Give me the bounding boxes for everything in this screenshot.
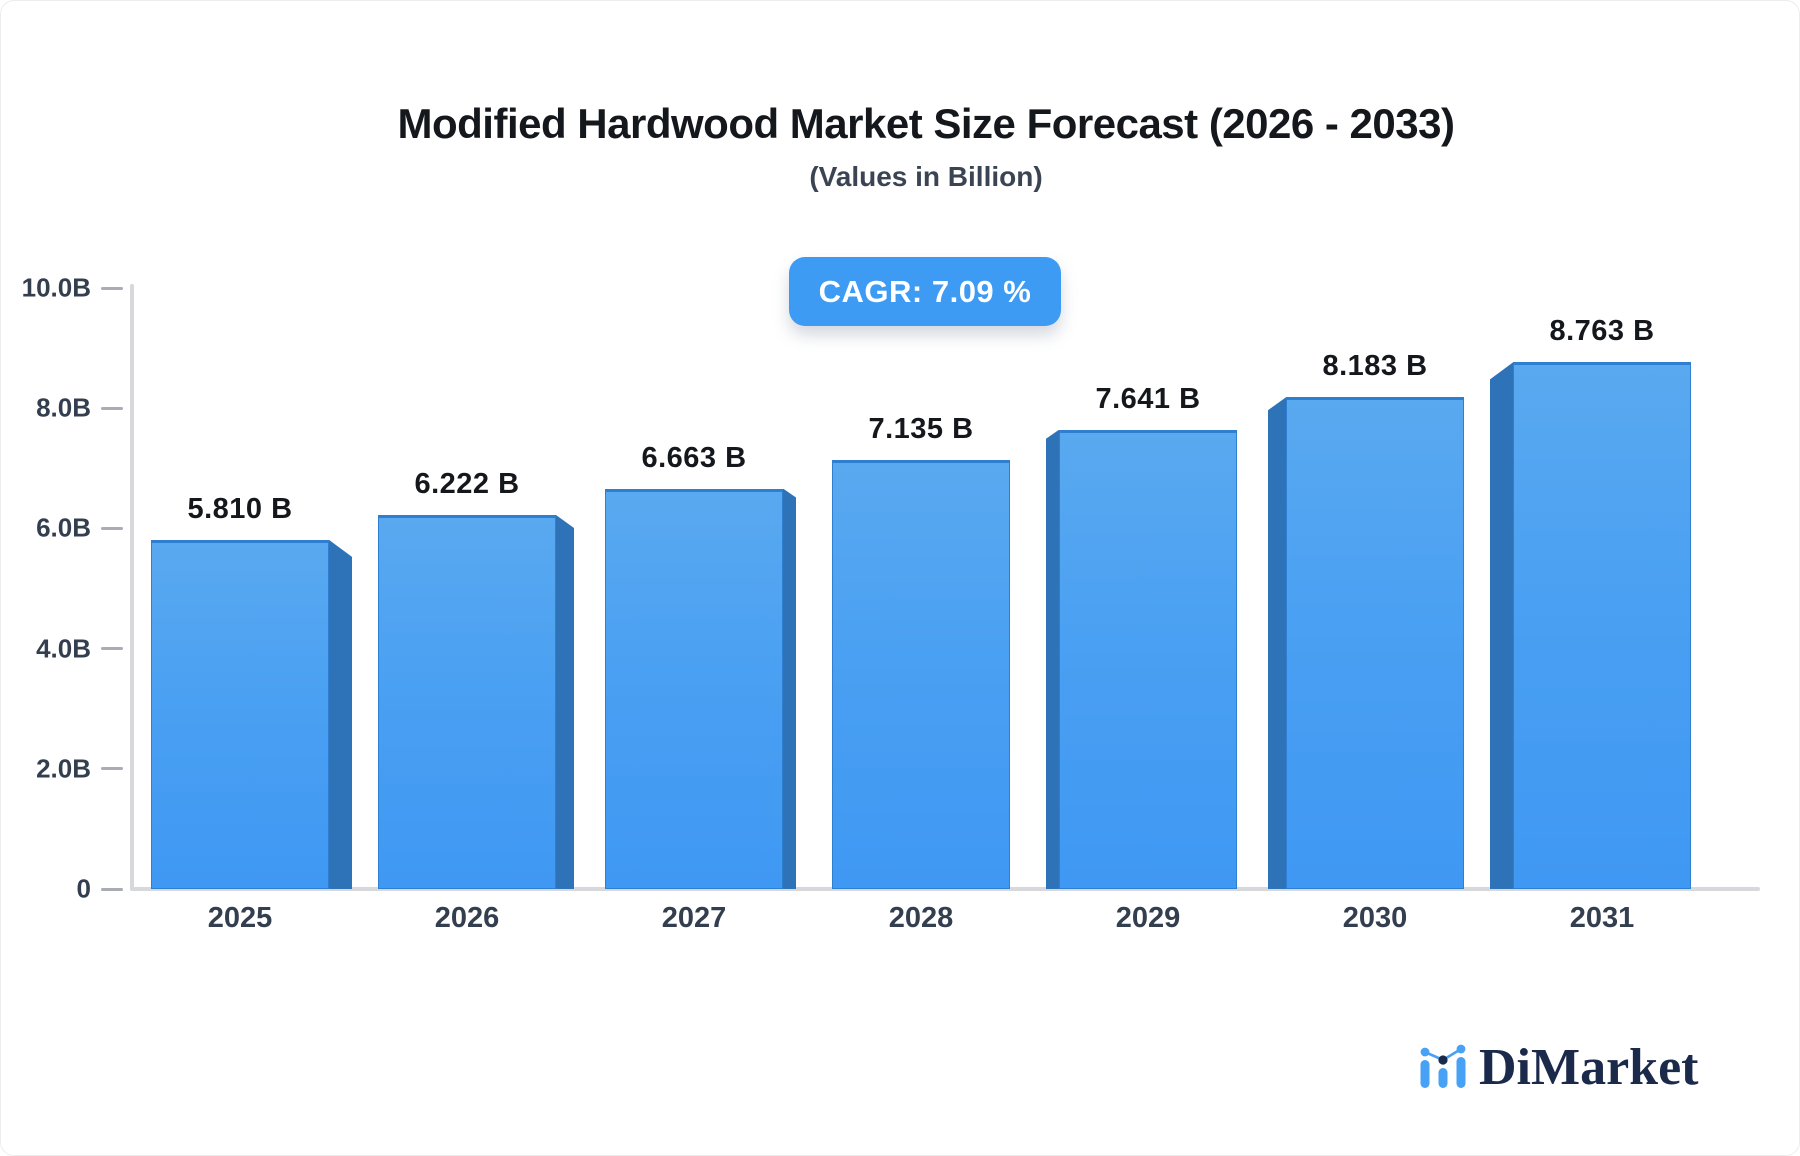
y-tick-label-6.0B: 6.0B [36,512,91,543]
chart-subtitle: (Values in Billion) [809,161,1043,193]
y-axis-line [130,284,134,889]
y-tick-label-10.0B: 10.0B [21,272,91,303]
chart-header: Modified Hardwood Market Size Forecast (… [51,100,1799,193]
bar-2025 [151,539,329,889]
bar-3d-side-2026 [556,515,574,889]
y-tick-mark [101,647,123,651]
bar-3d-side-2025 [329,539,352,889]
brand-logo: DiMarket [1419,1041,1698,1094]
x-axis-label-2030: 2030 [1342,902,1408,934]
bar-2027 [605,488,783,889]
y-tick-label-2.0B: 2.0B [36,753,91,784]
bar-value-label-2027: 6.663 B [641,441,747,474]
bar-2031 [1513,362,1691,889]
page-title: Modified Hardwood Market Size Forecast (… [397,100,1455,147]
bar-3d-side-2029 [1046,429,1059,889]
y-tick-mark [101,406,123,410]
y-tick-mark [101,526,123,530]
brand-name: DiMarket [1479,1039,1699,1096]
cagr-badge: CAGR: 7.09 % [789,257,1061,326]
x-axis-label-2029: 2029 [1115,902,1181,934]
y-tick-mark [101,286,123,290]
bar-2026 [378,515,556,889]
bar-value-label-2025: 5.810 B [187,492,293,525]
bar-3d-side-2027 [783,488,796,889]
y-tick-label-0: 0 [76,873,91,904]
x-axis-label-2028: 2028 [888,902,954,934]
bar-value-label-2028: 7.135 B [868,413,974,446]
bar-2030 [1286,397,1464,889]
x-axis-line [130,887,1760,891]
y-tick-mark [101,767,123,771]
bar-2029 [1059,429,1237,889]
y-tick-label-8.0B: 8.0B [36,392,91,423]
x-axis-label-2025: 2025 [207,902,273,934]
mini-bar-chart-logo-icon [1419,1041,1467,1094]
bar-value-label-2029: 7.641 B [1095,382,1201,415]
bar-2028 [832,460,1010,889]
x-axis-label-2026: 2026 [434,902,500,934]
bar-value-label-2031: 8.763 B [1549,315,1655,348]
bar-value-label-2026: 6.222 B [414,468,520,501]
x-axis-label-2027: 2027 [661,902,727,934]
bar-value-label-2030: 8.183 B [1322,350,1428,383]
bar-3d-side-2030 [1268,397,1286,889]
y-tick-label-4.0B: 4.0B [36,633,91,664]
y-tick-mark [101,887,123,891]
bar-3d-side-2031 [1490,362,1513,889]
x-axis-label-2031: 2031 [1569,902,1635,934]
